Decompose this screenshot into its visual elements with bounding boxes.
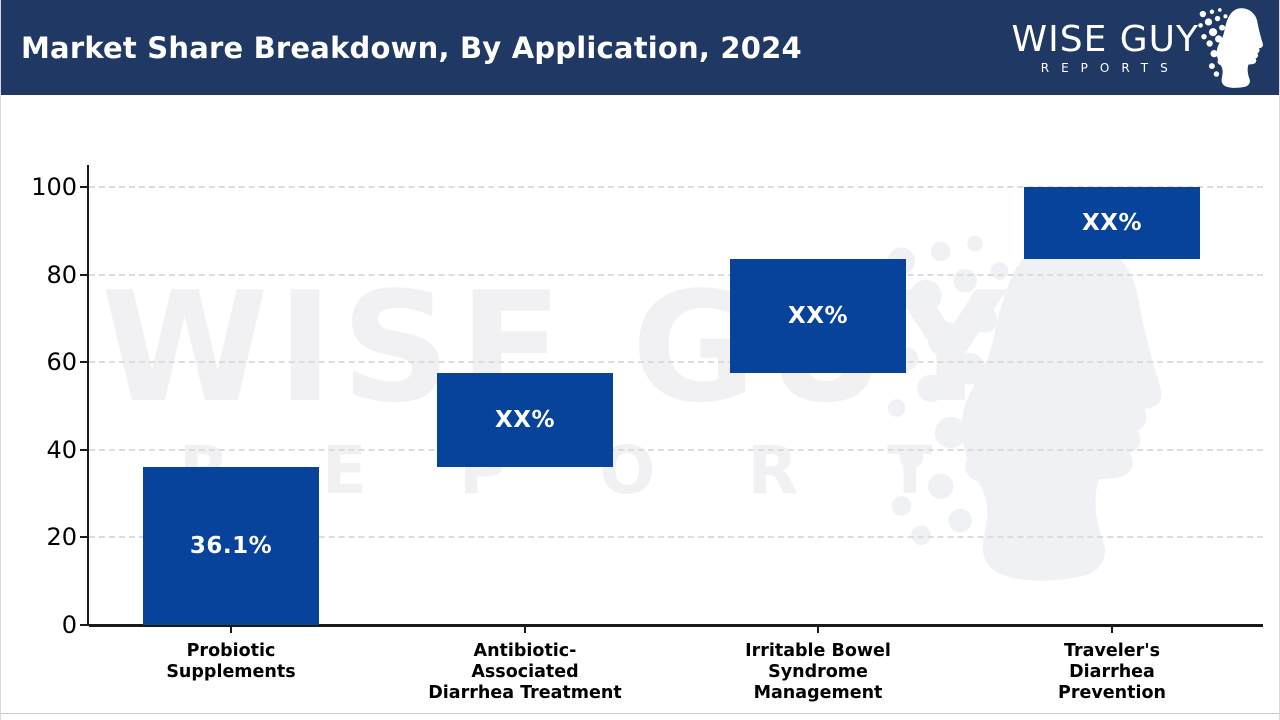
watermark-reports-text: REPORTS bbox=[179, 432, 1164, 509]
y-tick-label: 100 bbox=[31, 173, 77, 201]
y-tick-mark bbox=[80, 186, 89, 188]
category-label: Probiotic Supplements bbox=[166, 641, 296, 682]
y-tick-label: 60 bbox=[46, 348, 77, 377]
brand-name: WISE GUY bbox=[1011, 18, 1199, 60]
gridline bbox=[89, 273, 1263, 276]
page-title: Market Share Breakdown, By Application, … bbox=[21, 30, 802, 65]
bar-value-label: XX% bbox=[787, 302, 848, 329]
brand-logo: WISE GUY REPORTS bbox=[1012, 5, 1280, 91]
category-label: Antibiotic- Associated Diarrhea Treatmen… bbox=[428, 641, 622, 703]
x-tick-mark bbox=[230, 625, 232, 633]
bar-segment: XX% bbox=[437, 372, 613, 467]
x-tick-mark bbox=[817, 625, 819, 633]
y-axis bbox=[87, 165, 89, 625]
y-tick-label: 40 bbox=[46, 435, 77, 464]
brand-subname: REPORTS bbox=[1040, 60, 1180, 75]
y-tick-label: 80 bbox=[46, 260, 77, 289]
bar-value-label: 36.1% bbox=[189, 532, 273, 559]
x-tick-mark bbox=[524, 625, 526, 633]
y-tick-mark bbox=[80, 536, 89, 539]
y-tick-label: 20 bbox=[46, 523, 77, 552]
x-tick-mark bbox=[1111, 625, 1113, 633]
header-bar: Market Share Breakdown, By Application, … bbox=[1, 0, 1279, 95]
y-tick-mark bbox=[80, 361, 89, 364]
bar-value-label: XX% bbox=[1081, 210, 1142, 237]
gridline bbox=[89, 536, 1263, 539]
y-tick-mark bbox=[80, 273, 89, 276]
gridline bbox=[89, 186, 1263, 188]
category-label: Traveler's Diarrhea Prevention bbox=[1058, 641, 1166, 703]
brand-head-icon bbox=[1198, 7, 1263, 88]
gridline bbox=[89, 361, 1263, 364]
bar-segment: XX% bbox=[730, 259, 906, 373]
bar-segment: 36.1% bbox=[143, 466, 319, 625]
bar-segment: XX% bbox=[1024, 187, 1200, 260]
gridline bbox=[89, 448, 1263, 451]
bar-value-label: XX% bbox=[494, 406, 555, 433]
x-axis bbox=[89, 624, 1263, 627]
y-tick-mark bbox=[80, 624, 89, 626]
y-tick-mark bbox=[80, 448, 89, 451]
brand-logo-text: WISE GUY REPORTS bbox=[1011, 18, 1200, 75]
category-label: Irritable Bowel Syndrome Management bbox=[745, 641, 891, 703]
bottom-border bbox=[1, 713, 1279, 714]
y-tick-label: 0 bbox=[61, 611, 77, 639]
